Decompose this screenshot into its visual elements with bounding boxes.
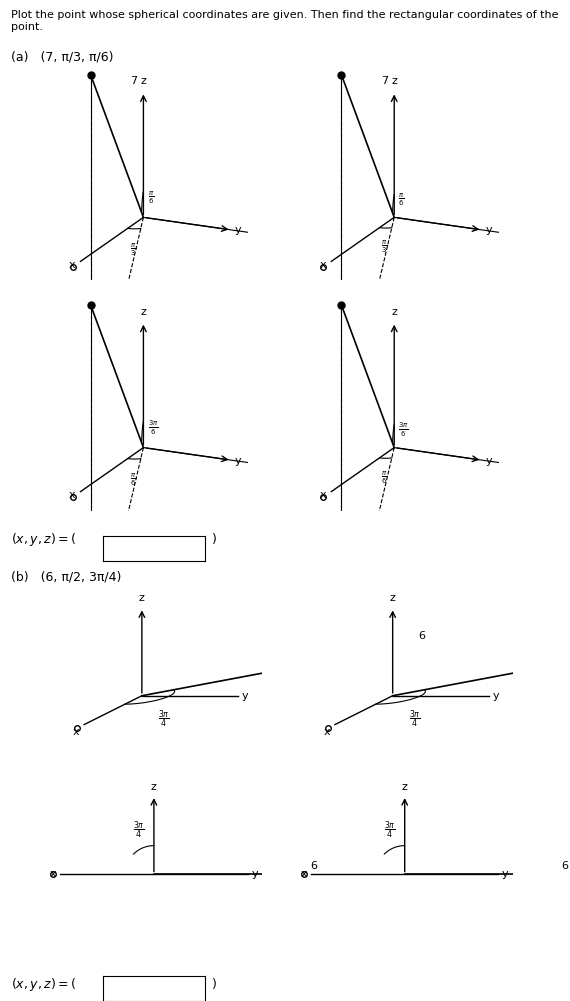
Text: 6: 6 <box>311 861 317 871</box>
Text: z: z <box>139 594 145 604</box>
Text: $(x, y, z) = ($: $(x, y, z) = ($ <box>11 976 76 993</box>
Text: y: y <box>486 225 492 235</box>
Text: z: z <box>151 782 157 792</box>
Text: Plot the point whose spherical coordinates are given. Then find the rectangular : Plot the point whose spherical coordinat… <box>11 10 559 32</box>
Text: x: x <box>68 490 75 500</box>
Text: x: x <box>68 260 75 270</box>
Text: $\frac{\pi}{3}$: $\frac{\pi}{3}$ <box>381 238 388 255</box>
Text: z: z <box>140 76 146 86</box>
Text: $\frac{\pi}{6}$: $\frac{\pi}{6}$ <box>381 468 388 485</box>
Text: y: y <box>235 455 242 465</box>
Text: $\frac{3\pi}{6}$: $\frac{3\pi}{6}$ <box>148 418 158 437</box>
Text: 6: 6 <box>561 861 568 871</box>
Text: x: x <box>319 490 326 500</box>
Text: (a)   (7, π/3, π/6): (a) (7, π/3, π/6) <box>11 50 114 63</box>
Text: z: z <box>402 782 408 792</box>
Text: x: x <box>50 870 56 880</box>
Text: $\frac{3\pi}{4}$: $\frac{3\pi}{4}$ <box>409 709 421 730</box>
Text: $)$: $)$ <box>211 976 217 991</box>
Text: $\frac{\pi}{6}$: $\frac{\pi}{6}$ <box>148 189 154 206</box>
Text: y: y <box>235 225 242 235</box>
Text: $\frac{\pi}{6}$: $\frac{\pi}{6}$ <box>130 471 136 488</box>
Text: 7: 7 <box>381 75 388 85</box>
Text: y: y <box>242 691 249 701</box>
Text: $)$: $)$ <box>211 531 217 546</box>
Text: x: x <box>72 727 79 737</box>
Text: $\frac{3\pi}{4}$: $\frac{3\pi}{4}$ <box>158 709 170 730</box>
Text: z: z <box>391 76 397 86</box>
Text: y: y <box>502 870 508 880</box>
Text: $(x, y, z) = ($: $(x, y, z) = ($ <box>11 531 76 548</box>
Text: z: z <box>390 594 396 604</box>
Text: $\frac{3\pi}{4}$: $\frac{3\pi}{4}$ <box>384 819 396 841</box>
Text: x: x <box>301 870 307 880</box>
Text: y: y <box>493 691 499 701</box>
Text: 7: 7 <box>130 75 137 85</box>
Text: $\frac{\pi}{6}$: $\frac{\pi}{6}$ <box>398 191 405 208</box>
Text: x: x <box>319 260 326 270</box>
Text: 6: 6 <box>418 631 425 641</box>
Text: x: x <box>323 727 330 737</box>
Text: $\frac{\pi}{3}$: $\frac{\pi}{3}$ <box>130 241 136 258</box>
Text: y: y <box>251 870 258 880</box>
Text: (b)   (6, π/2, 3π/4): (b) (6, π/2, 3π/4) <box>11 571 122 584</box>
Text: y: y <box>486 455 492 465</box>
Text: z: z <box>140 306 146 316</box>
Text: z: z <box>391 306 397 316</box>
Text: $\frac{3\pi}{4}$: $\frac{3\pi}{4}$ <box>133 819 145 841</box>
Text: $\frac{3\pi}{6}$: $\frac{3\pi}{6}$ <box>398 421 409 439</box>
